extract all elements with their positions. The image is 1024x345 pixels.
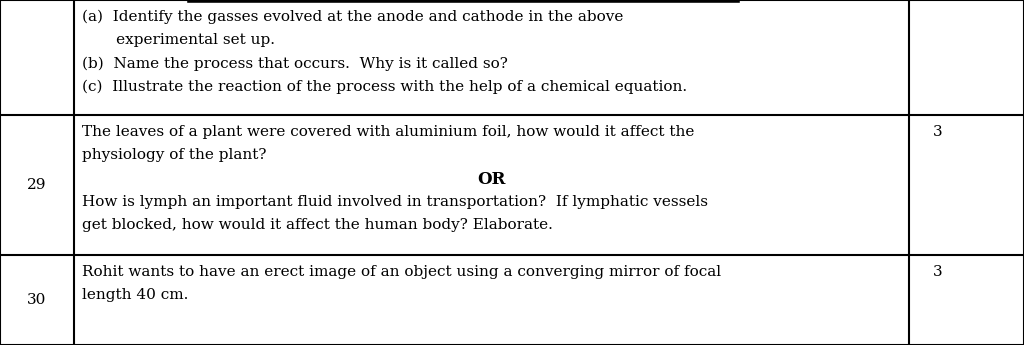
Text: 29: 29 [27, 178, 47, 192]
Text: get blocked, how would it affect the human body? Elaborate.: get blocked, how would it affect the hum… [82, 218, 553, 233]
Text: 3: 3 [933, 265, 943, 279]
Text: 30: 30 [28, 293, 46, 307]
Text: Rohit wants to have an erect image of an object using a converging mirror of foc: Rohit wants to have an erect image of an… [82, 265, 721, 279]
Text: How is lymph an important fluid involved in transportation?  If lymphatic vessel: How is lymph an important fluid involved… [82, 195, 708, 209]
Text: (c)  Illustrate the reaction of the process with the help of a chemical equation: (c) Illustrate the reaction of the proce… [82, 80, 687, 95]
Text: (a)  Identify the gasses evolved at the anode and cathode in the above: (a) Identify the gasses evolved at the a… [82, 10, 624, 24]
Text: OR: OR [477, 171, 506, 188]
Text: experimental set up.: experimental set up. [82, 33, 274, 47]
Text: physiology of the plant?: physiology of the plant? [82, 148, 266, 162]
Text: The leaves of a plant were covered with aluminium foil, how would it affect the: The leaves of a plant were covered with … [82, 125, 694, 139]
Text: 3: 3 [933, 125, 943, 139]
Text: (b)  Name the process that occurs.  Why is it called so?: (b) Name the process that occurs. Why is… [82, 57, 508, 71]
Text: length 40 cm.: length 40 cm. [82, 288, 188, 303]
